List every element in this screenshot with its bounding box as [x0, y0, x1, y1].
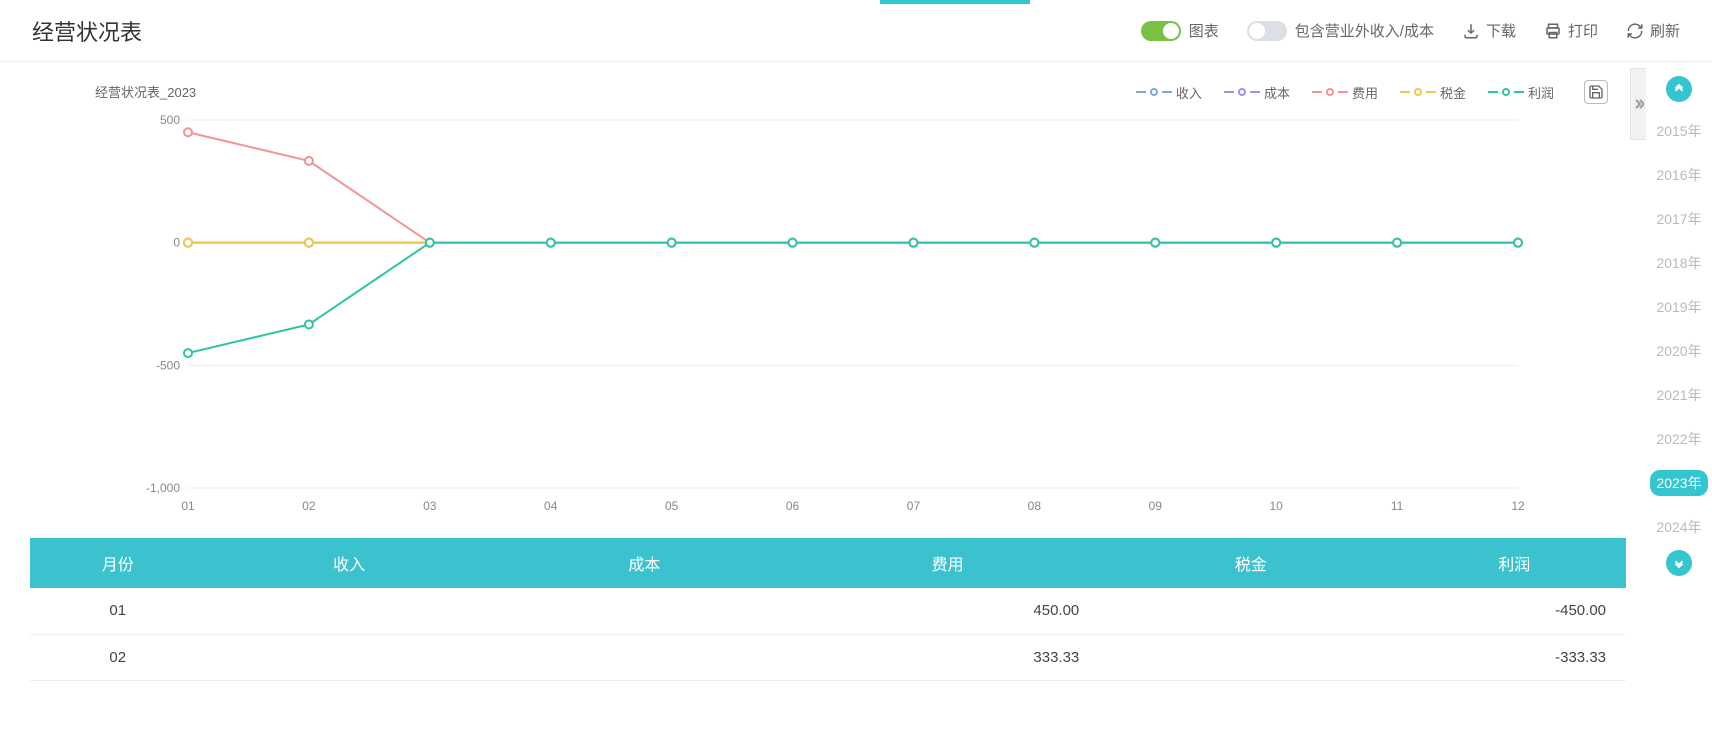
sidebar-expand-handle[interactable] [1630, 68, 1646, 140]
save-icon [1588, 84, 1604, 100]
scroll-down-button[interactable] [1666, 550, 1692, 576]
legend-item-income[interactable]: 收入 [1136, 83, 1202, 102]
year-item[interactable]: 2024年 [1650, 514, 1707, 540]
data-table: 月份收入成本费用税金利润 01450.00-450.0002333.33-333… [30, 538, 1626, 681]
refresh-label: 刷新 [1650, 20, 1680, 41]
toggle-include-nonop-label: 包含营业外收入/成本 [1295, 20, 1434, 41]
table-row: 02333.33-333.33 [30, 634, 1626, 680]
year-list: 2015年 2016年 2017年 2018年 2019年 2020年 2021年 2022年… [1650, 118, 1707, 540]
legend-item-cost[interactable]: 成本 [1224, 83, 1290, 102]
year-item[interactable]: 2022年 [1650, 426, 1707, 452]
col-3: 费用 [796, 538, 1099, 588]
chart-panel: 经营状况表_2023 收入 成本 费用 税金 利润 500 0 -500 -1,00001 02… [30, 72, 1626, 518]
svg-text:-1,000: -1,000 [146, 481, 180, 495]
year-item[interactable]: 2019年 [1650, 294, 1707, 320]
table-body: 01450.00-450.0002333.33-333.33 [30, 588, 1626, 680]
svg-text:04: 04 [544, 499, 558, 513]
svg-text:03: 03 [423, 499, 437, 513]
scroll-up-button[interactable] [1666, 76, 1692, 102]
year-sidebar: 2015年 2016年 2017年 2018年 2019年 2020年 2021年 2022年… [1646, 62, 1712, 731]
svg-text:10: 10 [1270, 499, 1284, 513]
active-tab-indicator [880, 0, 1030, 4]
svg-text:12: 12 [1511, 499, 1525, 513]
year-item[interactable]: 2021年 [1650, 382, 1707, 408]
print-icon [1544, 22, 1562, 40]
col-1: 收入 [206, 538, 493, 588]
svg-text:500: 500 [160, 113, 180, 127]
svg-text:09: 09 [1149, 499, 1163, 513]
svg-text:08: 08 [1028, 499, 1042, 513]
year-item[interactable]: 2015年 [1650, 118, 1707, 144]
chart-title: 经营状况表_2023 [95, 82, 196, 101]
print-label: 打印 [1568, 20, 1598, 41]
year-item[interactable]: 2016年 [1650, 162, 1707, 188]
year-item[interactable]: 2020年 [1650, 338, 1707, 364]
chevron-right-icon [1634, 99, 1644, 109]
svg-text:07: 07 [907, 499, 921, 513]
legend-item-tax[interactable]: 税金 [1400, 83, 1466, 102]
toggle-chart-label: 图表 [1189, 20, 1219, 41]
svg-text:0: 0 [173, 236, 180, 250]
svg-text:05: 05 [665, 499, 679, 513]
switch-chart[interactable] [1141, 21, 1181, 41]
table-header-row: 月份收入成本费用税金利润 [30, 538, 1626, 588]
refresh-icon [1626, 22, 1644, 40]
toolbar: 经营状况表 图表 包含营业外收入/成本 下载 打印 刷新 [0, 0, 1712, 62]
switch-include-nonop[interactable] [1247, 21, 1287, 41]
save-chart-button[interactable] [1584, 80, 1608, 104]
chart-legend: 收入 成本 费用 税金 利润 [1136, 83, 1554, 102]
col-0: 月份 [30, 538, 206, 588]
page-title: 经营状况表 [32, 15, 142, 47]
svg-text:11: 11 [1391, 499, 1404, 513]
download-button[interactable]: 下载 [1462, 20, 1516, 41]
svg-text:01: 01 [181, 499, 195, 513]
legend-item-profit[interactable]: 利润 [1488, 83, 1554, 102]
chevron-up-icon [1672, 82, 1686, 96]
svg-text:02: 02 [302, 499, 316, 513]
download-label: 下载 [1486, 20, 1516, 41]
svg-text:-500: -500 [156, 358, 180, 372]
toggle-chart[interactable]: 图表 [1141, 20, 1219, 41]
toggle-include-nonop[interactable]: 包含营业外收入/成本 [1247, 20, 1434, 41]
chevron-down-icon [1672, 556, 1686, 570]
col-4: 税金 [1099, 538, 1402, 588]
print-button[interactable]: 打印 [1544, 20, 1598, 41]
table-row: 01450.00-450.00 [30, 588, 1626, 634]
year-item[interactable]: 2023年 [1650, 470, 1707, 496]
refresh-button[interactable]: 刷新 [1626, 20, 1680, 41]
col-2: 成本 [493, 538, 796, 588]
year-item[interactable]: 2017年 [1650, 206, 1707, 232]
year-item[interactable]: 2018年 [1650, 250, 1707, 276]
col-5: 利润 [1403, 538, 1626, 588]
legend-item-expense[interactable]: 费用 [1312, 83, 1378, 102]
svg-text:06: 06 [786, 499, 800, 513]
download-icon [1462, 22, 1480, 40]
line-chart: 500 0 -500 -1,00001 02 03 04 05 06 07 08 09 10 11 12 [40, 110, 1616, 518]
